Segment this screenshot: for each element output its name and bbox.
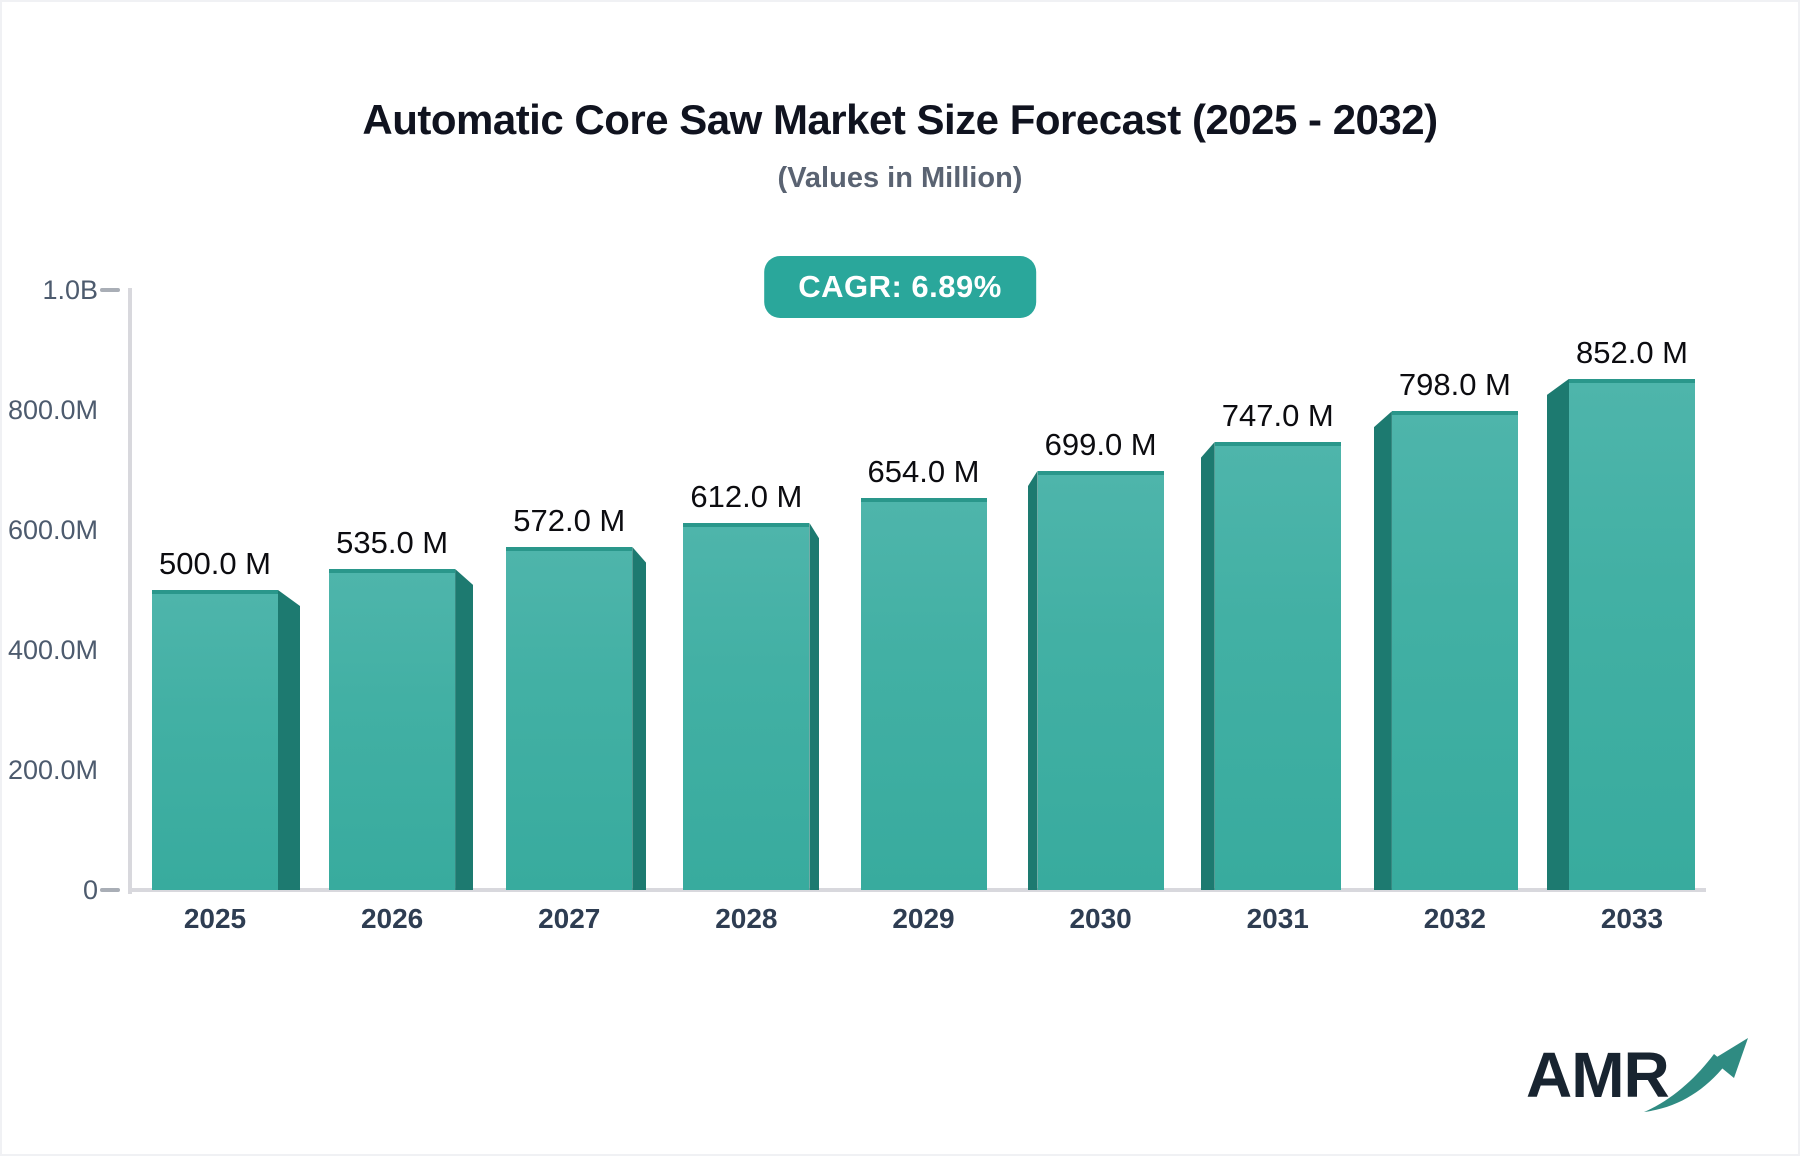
x-axis-label-2026: 2026	[360, 903, 424, 934]
cagr-badge: CAGR: 6.89%	[764, 256, 1036, 318]
x-axis-label-2028: 2028	[715, 903, 778, 934]
bar-value-label: 747.0 M	[1221, 397, 1334, 433]
amr-logo: AMR	[1526, 1024, 1766, 1134]
x-axis-label-2029: 2029	[892, 903, 955, 934]
y-axis-tick-label: 1.0B	[42, 275, 98, 305]
y-axis-tick-label: 200.0M	[7, 755, 98, 785]
x-axis-label-2027: 2027	[538, 903, 601, 934]
bar-main-face	[683, 522, 810, 890]
bar-value-label: 798.0 M	[1398, 367, 1511, 403]
y-axis-tick-label: 400.0M	[7, 635, 98, 665]
y-axis-tick-mark	[100, 288, 120, 292]
bar-side-face	[809, 522, 820, 890]
x-axis-label-2033: 2033	[1600, 903, 1664, 934]
y-axis-tick-mark	[100, 888, 120, 892]
bar-main-face	[860, 497, 987, 890]
bar-side-face	[632, 546, 647, 890]
bar-2029: 654.0 M	[860, 448, 987, 890]
bar-main-face	[1037, 470, 1164, 890]
x-axis-label-2030: 2030	[1069, 903, 1132, 934]
x-axis-label-2025: 2025	[183, 903, 247, 934]
bar-chart-plot-area: 1.0B 800.0M 600.0M 400.0M 200.0M 0 500.0 M 2025…	[8, 275, 1706, 934]
bar-2028: 612.0 M	[683, 473, 820, 890]
x-axis-label-2031: 2031	[1246, 903, 1309, 934]
growth-arrow-icon	[1644, 1038, 1748, 1112]
bar-value-label: 852.0 M	[1575, 334, 1688, 370]
bar-side-face	[455, 569, 474, 890]
y-axis-line	[128, 288, 132, 894]
chart-subtitle: (Values in Million)	[777, 162, 1023, 194]
bar-side-face	[1027, 470, 1038, 890]
x-axis-label-2032: 2032	[1423, 903, 1487, 934]
bar-main-face	[1569, 378, 1695, 890]
bar-value-label: 500.0 M	[158, 546, 271, 581]
bar-2032: 798.0 M	[1373, 361, 1518, 890]
chart-title: Automatic Core Saw Market Size Forecast …	[362, 96, 1438, 143]
bar-main-face	[329, 569, 456, 890]
bar-2025: 500.0 M	[152, 540, 300, 890]
bar-value-label: 654.0 M	[867, 453, 980, 489]
bar-value-label: 572.0 M	[513, 502, 626, 538]
y-axis-tick-label: 800.0M	[7, 395, 98, 425]
amr-logo-text: AMR	[1526, 1039, 1670, 1111]
y-axis-tick-label: 0	[82, 875, 98, 905]
bar-side-face	[1200, 441, 1215, 890]
bar-2027: 572.0 M	[506, 497, 647, 890]
x-axis-line	[128, 888, 1706, 892]
bar-side-face	[1547, 378, 1569, 890]
bar-2033: 852.0 M	[1547, 329, 1695, 890]
bar-main-face	[1214, 441, 1341, 890]
bar-main-face	[1391, 411, 1518, 890]
bar-2026: 535.0 M	[329, 519, 474, 890]
bar-side-face	[278, 590, 300, 890]
bar-value-label: 612.0 M	[690, 478, 803, 514]
bar-side-face	[1373, 411, 1392, 890]
bar-value-label: 699.0 M	[1044, 426, 1157, 462]
bar-main-face	[506, 546, 633, 890]
y-axis-tick-label: 600.0M	[7, 515, 98, 545]
bar-value-label: 535.0 M	[336, 525, 449, 560]
bar-2030: 699.0 M	[1027, 421, 1164, 890]
bar-main-face	[152, 590, 278, 890]
bar-2031: 747.0 M	[1200, 392, 1341, 890]
